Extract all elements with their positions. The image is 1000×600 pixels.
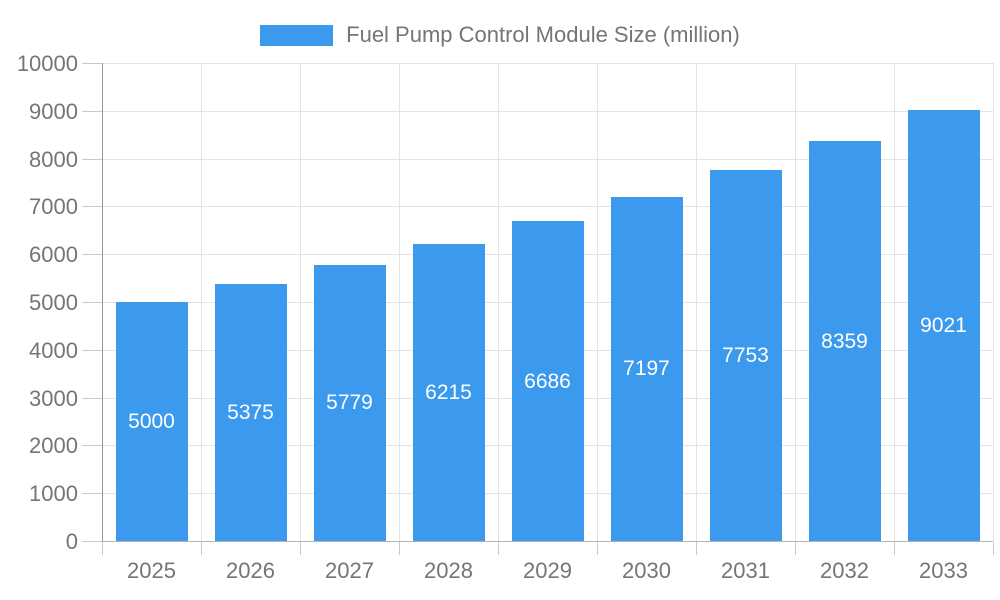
x-tick: [498, 542, 499, 555]
v-gridline: [993, 63, 994, 541]
y-tick: [82, 397, 102, 399]
bar-value-label: 7197: [623, 357, 670, 381]
bar-value-label: 5000: [128, 410, 175, 433]
bar-2028[interactable]: 6215: [412, 243, 485, 541]
h-gridline: [102, 63, 993, 64]
bar-2029[interactable]: 6686: [511, 221, 584, 541]
v-gridline: [201, 63, 202, 541]
h-gridline: [102, 110, 993, 112]
x-tick-label: 2031: [721, 558, 770, 583]
y-tick: [82, 349, 102, 351]
x-tick-label: 2028: [424, 558, 473, 583]
y-tick: [82, 206, 102, 208]
chart-legend[interactable]: Fuel Pump Control Module Size (million): [0, 22, 1000, 48]
legend-label: Fuel Pump Control Module Size (million): [346, 22, 740, 47]
y-tick-label: 9000: [29, 98, 78, 124]
v-gridline: [300, 63, 301, 541]
y-tick-label: 1000: [29, 481, 78, 507]
y-tick-label: 8000: [29, 146, 78, 172]
x-tick-label: 2026: [226, 558, 275, 583]
y-tick-label: 2000: [29, 433, 78, 459]
x-tick: [696, 542, 697, 555]
y-tick: [82, 445, 102, 447]
y-tick-label: 5000: [29, 290, 78, 315]
y-tick-label: 6000: [29, 242, 78, 268]
x-tick: [201, 542, 202, 555]
bar-2026[interactable]: 5375: [214, 284, 287, 541]
bar-value-label: 7753: [722, 344, 769, 368]
x-tick: [300, 542, 301, 555]
y-tick: [82, 541, 102, 542]
v-gridline: [795, 63, 796, 541]
y-tick-label: 4000: [29, 337, 78, 363]
bar-2030[interactable]: 7197: [610, 196, 683, 541]
legend-swatch-icon: [260, 24, 334, 46]
x-tick: [102, 542, 103, 555]
x-tick: [597, 542, 598, 555]
y-tick: [82, 254, 102, 256]
bar-value-label: 6215: [425, 380, 472, 404]
v-gridline: [399, 63, 400, 541]
v-gridline: [696, 63, 697, 541]
x-tick: [894, 542, 895, 555]
bar-2032[interactable]: 8359: [808, 141, 881, 541]
bar-value-label: 6686: [524, 369, 571, 393]
bar-2031[interactable]: 7753: [709, 170, 782, 541]
x-tick-label: 2033: [919, 558, 968, 583]
bar-value-label: 5779: [326, 391, 373, 415]
x-tick: [993, 542, 994, 555]
x-tick-label: 2025: [127, 558, 176, 583]
plot-area: 5000 5375 5779 6215 6686 7197 7753 8359 9021: [102, 63, 994, 541]
v-gridline: [597, 63, 598, 541]
y-axis-line: [102, 63, 103, 555]
bar-2025[interactable]: 5000: [115, 302, 188, 541]
x-axis-line: [82, 541, 993, 542]
y-tick-label: 3000: [29, 385, 78, 411]
y-tick-label: 7000: [29, 194, 78, 220]
y-tick-label: 10000: [16, 51, 78, 76]
y-tick: [82, 302, 102, 303]
x-tick: [795, 542, 796, 555]
y-tick: [82, 110, 102, 112]
h-gridline: [102, 158, 993, 160]
x-tick-label: 2027: [325, 558, 374, 583]
bar-value-label: 5375: [227, 401, 274, 425]
x-tick-label: 2032: [820, 558, 869, 583]
y-tick: [82, 493, 102, 495]
v-gridline: [498, 63, 499, 541]
bar-2033[interactable]: 9021: [907, 109, 980, 541]
bar-value-label: 9021: [920, 313, 967, 337]
x-tick-label: 2029: [523, 558, 572, 583]
v-gridline: [894, 63, 895, 541]
bar-2027[interactable]: 5779: [313, 264, 386, 541]
bar-value-label: 8359: [821, 329, 868, 353]
x-tick-label: 2030: [622, 558, 671, 583]
x-tick: [399, 542, 400, 555]
y-tick: [82, 63, 102, 64]
y-tick: [82, 158, 102, 160]
h-gridline: [102, 206, 993, 208]
y-tick-label: 0: [65, 529, 78, 554]
